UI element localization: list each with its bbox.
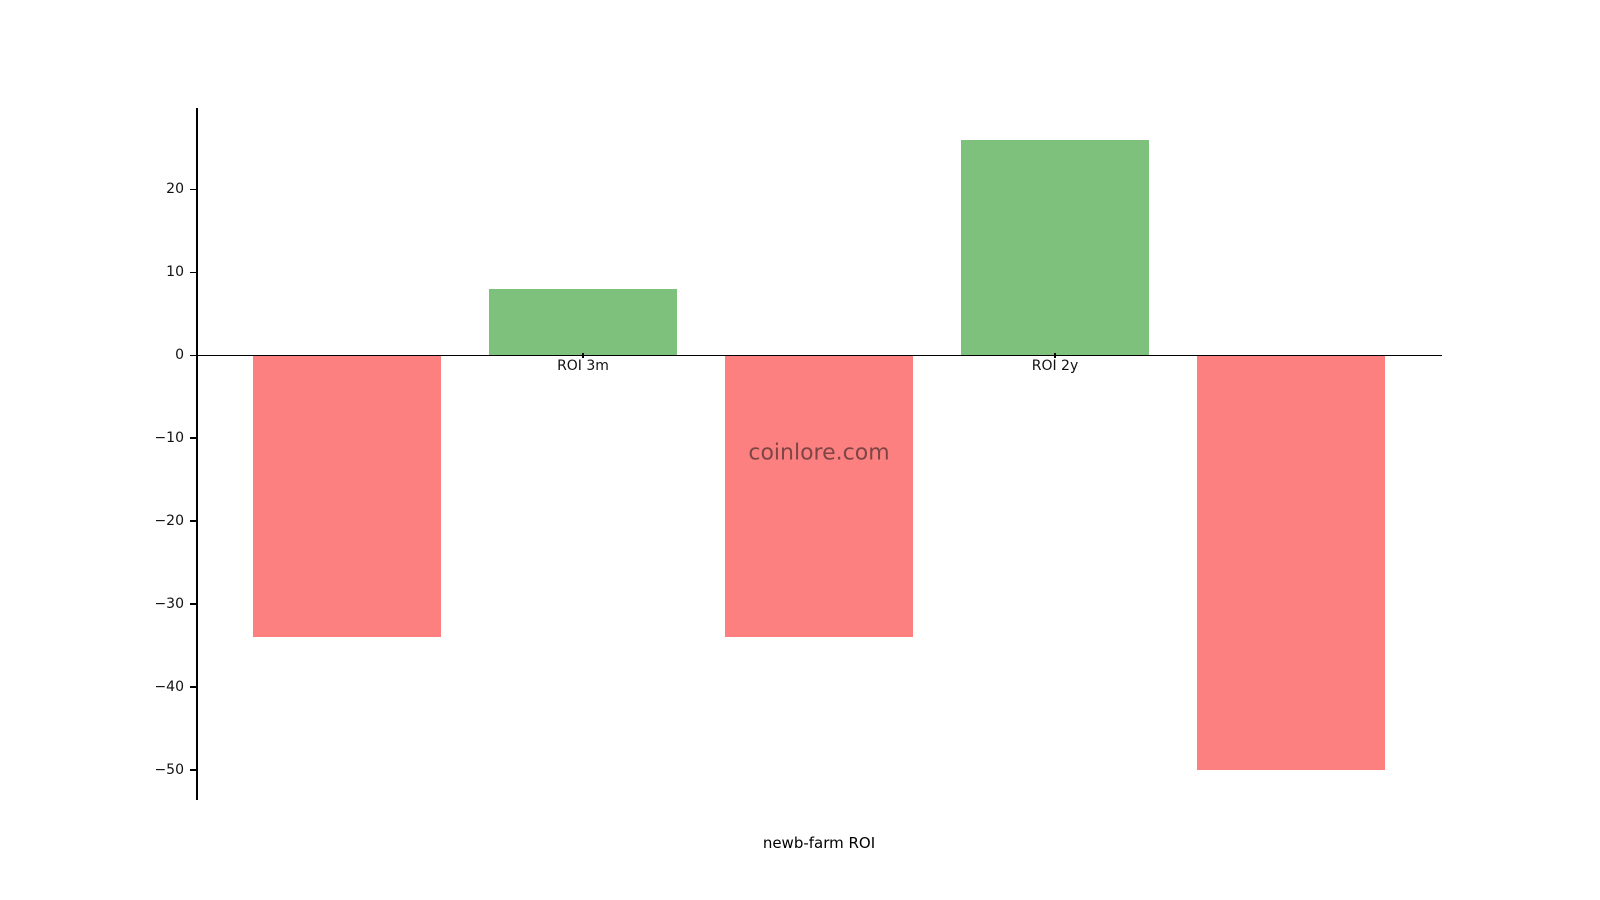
y-tick-mark [190, 437, 196, 439]
zero-axis-line [196, 354, 1442, 356]
bar-column-5 [1196, 355, 1386, 771]
y-tick-mark [190, 769, 196, 771]
y-tick-mark [190, 188, 196, 191]
bar-column-1 [252, 355, 442, 638]
y-tick-label: 0 [175, 347, 184, 364]
y-tick-mark [190, 603, 196, 605]
y-tick-label: 20 [166, 181, 184, 198]
bar-roi-3m [488, 288, 678, 356]
y-tick-label: 10 [166, 264, 184, 281]
x-tick-label: ROI 2y [1031, 358, 1079, 375]
y-tick-mark [190, 271, 196, 274]
x-axis-label: newb-farm ROI [762, 834, 876, 852]
y-axis-line [196, 108, 198, 800]
bar-column-3 [724, 355, 914, 638]
y-tick-mark [190, 354, 196, 356]
y-tick-mark [190, 520, 196, 522]
y-tick-label: −30 [154, 596, 184, 613]
y-tick-label: −40 [154, 679, 184, 696]
y-tick-label: −20 [154, 513, 184, 530]
x-tick-mark [1054, 353, 1056, 359]
x-tick-label: ROI 3m [557, 358, 609, 375]
watermark-text: coinlore.com [748, 440, 890, 466]
bar-roi-2y [960, 139, 1150, 356]
y-tick-label: −50 [154, 762, 184, 779]
y-tick-label: −10 [154, 430, 184, 447]
y-tick-mark [190, 686, 196, 688]
x-tick-mark [582, 353, 584, 359]
